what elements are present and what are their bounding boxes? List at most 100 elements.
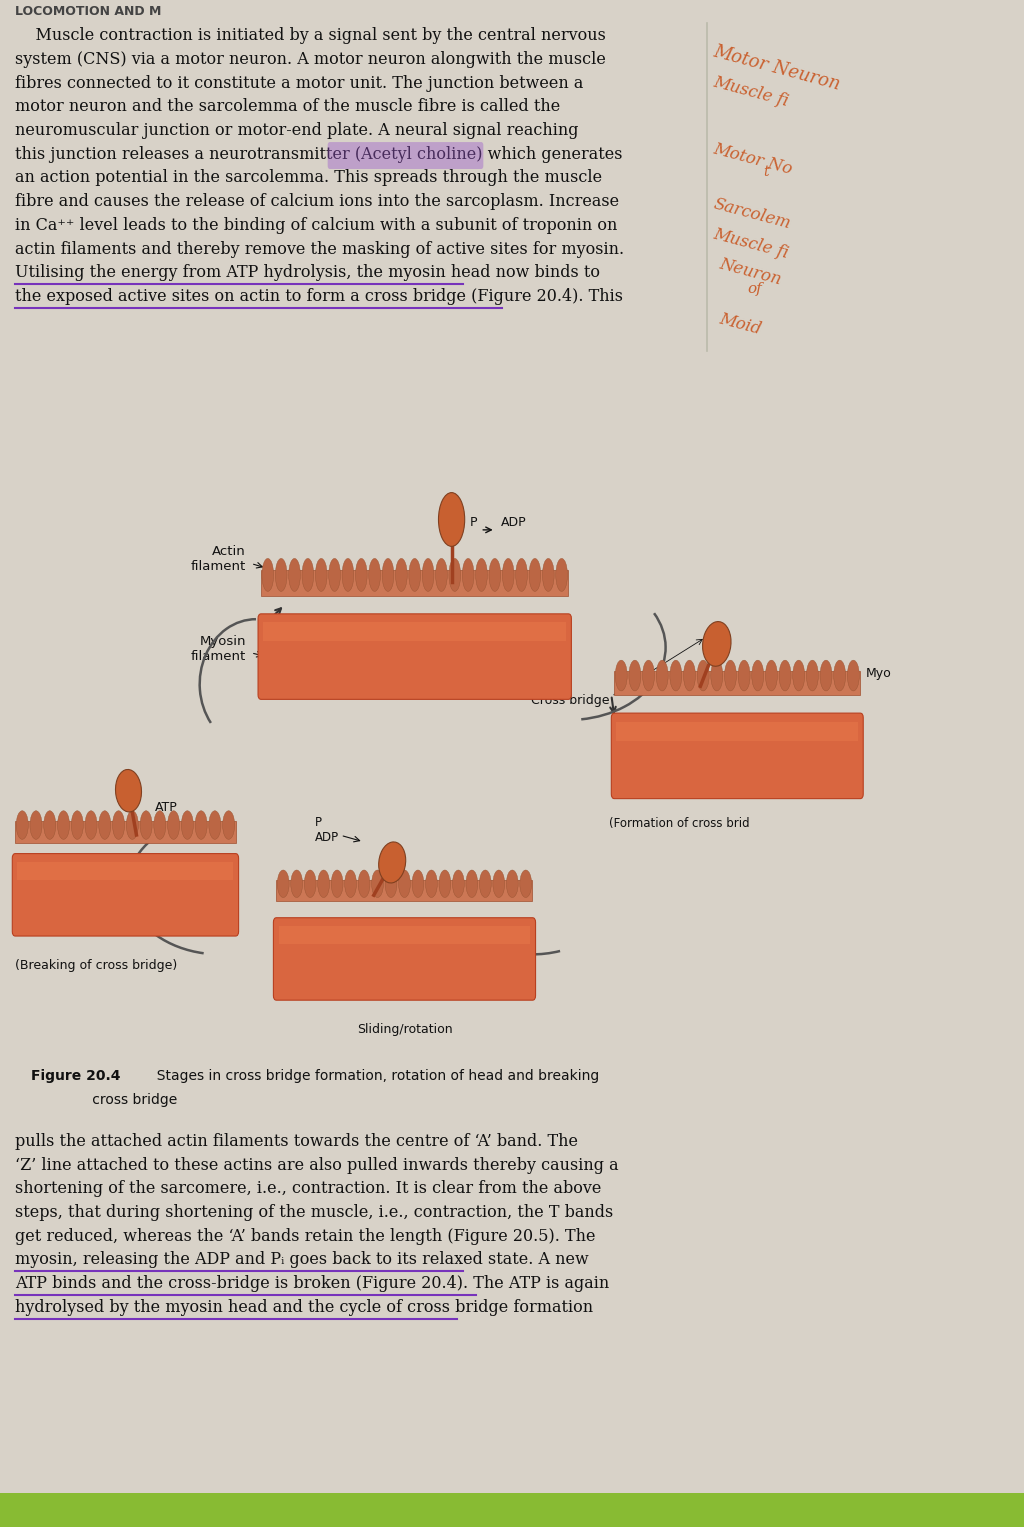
- Text: hydrolysed by the myosin head and the cycle of cross bridge formation: hydrolysed by the myosin head and the cy…: [15, 1298, 594, 1316]
- Ellipse shape: [697, 660, 710, 690]
- Ellipse shape: [475, 559, 487, 591]
- Ellipse shape: [683, 660, 695, 690]
- Text: the exposed active sites on actin to form a cross bridge (Figure 20.4). This: the exposed active sites on actin to for…: [15, 287, 624, 305]
- Ellipse shape: [453, 870, 464, 898]
- Text: this junction releases a neurotransmitter (Acetyl choline) which generates: this junction releases a neurotransmitte…: [15, 147, 623, 163]
- Ellipse shape: [382, 559, 394, 591]
- Ellipse shape: [262, 559, 273, 591]
- Text: (Breaking of cross bridge): (Breaking of cross bridge): [15, 959, 177, 973]
- Ellipse shape: [529, 559, 541, 591]
- Ellipse shape: [30, 811, 42, 840]
- Ellipse shape: [291, 870, 303, 898]
- Ellipse shape: [479, 870, 492, 898]
- FancyBboxPatch shape: [12, 854, 239, 936]
- FancyBboxPatch shape: [279, 925, 530, 944]
- FancyBboxPatch shape: [273, 918, 536, 1000]
- Ellipse shape: [543, 559, 554, 591]
- Ellipse shape: [752, 660, 764, 690]
- Text: steps, that during shortening of the muscle, i.e., contraction, the T bands: steps, that during shortening of the mus…: [15, 1203, 613, 1222]
- Text: system (CNS) via a motor neuron. A motor neuron alongwith the muscle: system (CNS) via a motor neuron. A motor…: [15, 50, 606, 69]
- Ellipse shape: [372, 870, 383, 898]
- Text: Stages in cross bridge formation, rotation of head and breaking: Stages in cross bridge formation, rotati…: [148, 1069, 600, 1083]
- Text: Muscle contraction is initiated by a signal sent by the central nervous: Muscle contraction is initiated by a sig…: [15, 27, 606, 44]
- Text: Actin
filament: Actin filament: [190, 545, 246, 573]
- Text: P
ADP: P ADP: [315, 817, 339, 844]
- Ellipse shape: [466, 870, 478, 898]
- Ellipse shape: [168, 811, 179, 840]
- Ellipse shape: [398, 870, 411, 898]
- Text: fibre and causes the release of calcium ions into the sarcoplasm. Increase: fibre and causes the release of calcium …: [15, 194, 620, 211]
- Ellipse shape: [275, 559, 287, 591]
- Ellipse shape: [57, 811, 70, 840]
- Text: motor neuron and the sarcolemma of the muscle fibre is called the: motor neuron and the sarcolemma of the m…: [15, 98, 560, 116]
- Text: LOCOMOTION AND M: LOCOMOTION AND M: [15, 5, 162, 18]
- Text: fibres connected to it constitute a motor unit. The junction between a: fibres connected to it constitute a moto…: [15, 75, 584, 92]
- Ellipse shape: [329, 559, 340, 591]
- Text: (Formation of cross brid: (Formation of cross brid: [609, 817, 750, 831]
- FancyBboxPatch shape: [616, 722, 858, 741]
- Text: Motor Neuron: Motor Neuron: [712, 43, 843, 95]
- Ellipse shape: [113, 811, 125, 840]
- Text: myosin, releasing the ADP and Pᵢ goes back to its relaxed state. A new: myosin, releasing the ADP and Pᵢ goes ba…: [15, 1252, 589, 1269]
- Ellipse shape: [315, 559, 327, 591]
- Ellipse shape: [615, 660, 628, 690]
- Ellipse shape: [209, 811, 221, 840]
- Ellipse shape: [439, 870, 451, 898]
- Text: Motor No: Motor No: [712, 140, 795, 179]
- Ellipse shape: [503, 559, 514, 591]
- FancyBboxPatch shape: [17, 861, 233, 880]
- Text: actin filaments and thereby remove the masking of active sites for myosin.: actin filaments and thereby remove the m…: [15, 240, 625, 258]
- Text: an action potential in the sarcolemma. This spreads through the muscle: an action potential in the sarcolemma. T…: [15, 169, 602, 186]
- Ellipse shape: [181, 811, 194, 840]
- Ellipse shape: [355, 559, 368, 591]
- Text: shortening of the sarcomere, i.e., contraction. It is clear from the above: shortening of the sarcomere, i.e., contr…: [15, 1180, 602, 1197]
- Text: Cross bridge: Cross bridge: [530, 695, 609, 707]
- Text: Myosin
filament: Myosin filament: [190, 635, 246, 663]
- Text: Moid: Moid: [717, 310, 763, 337]
- Text: get reduced, whereas the ‘A’ bands retain the length (Figure 20.5). The: get reduced, whereas the ‘A’ bands retai…: [15, 1228, 596, 1245]
- Ellipse shape: [520, 870, 531, 898]
- Ellipse shape: [345, 870, 356, 898]
- Ellipse shape: [834, 660, 846, 690]
- Ellipse shape: [765, 660, 777, 690]
- Ellipse shape: [711, 660, 723, 690]
- Ellipse shape: [656, 660, 669, 690]
- Ellipse shape: [72, 811, 83, 840]
- Ellipse shape: [289, 559, 300, 591]
- Ellipse shape: [806, 660, 818, 690]
- FancyBboxPatch shape: [258, 614, 571, 699]
- Ellipse shape: [385, 870, 397, 898]
- Ellipse shape: [331, 870, 343, 898]
- Ellipse shape: [449, 559, 461, 591]
- Ellipse shape: [409, 559, 421, 591]
- Ellipse shape: [302, 559, 313, 591]
- Ellipse shape: [724, 660, 736, 690]
- Text: Utilising the energy from ATP hydrolysis, the myosin head now binds to: Utilising the energy from ATP hydrolysis…: [15, 264, 600, 281]
- Ellipse shape: [369, 559, 381, 591]
- Text: Muscle fi: Muscle fi: [712, 73, 791, 110]
- Ellipse shape: [489, 559, 501, 591]
- Ellipse shape: [556, 559, 567, 591]
- Text: Myo: Myo: [865, 667, 891, 680]
- Text: Muscle fi: Muscle fi: [712, 226, 791, 263]
- Ellipse shape: [422, 559, 434, 591]
- Text: pulls the attached actin filaments towards the centre of ‘A’ band. The: pulls the attached actin filaments towar…: [15, 1133, 579, 1150]
- Ellipse shape: [16, 811, 29, 840]
- Ellipse shape: [154, 811, 166, 840]
- FancyBboxPatch shape: [263, 623, 566, 641]
- Ellipse shape: [278, 870, 289, 898]
- Ellipse shape: [438, 493, 465, 547]
- Ellipse shape: [670, 660, 682, 690]
- Ellipse shape: [820, 660, 833, 690]
- Ellipse shape: [702, 621, 731, 666]
- Ellipse shape: [506, 870, 518, 898]
- Ellipse shape: [738, 660, 751, 690]
- Ellipse shape: [222, 811, 234, 840]
- Ellipse shape: [493, 870, 505, 898]
- Ellipse shape: [98, 811, 111, 840]
- Ellipse shape: [516, 559, 527, 591]
- Ellipse shape: [779, 660, 792, 690]
- FancyBboxPatch shape: [276, 880, 532, 901]
- Text: Sarcolem: Sarcolem: [712, 195, 793, 232]
- Ellipse shape: [126, 811, 138, 840]
